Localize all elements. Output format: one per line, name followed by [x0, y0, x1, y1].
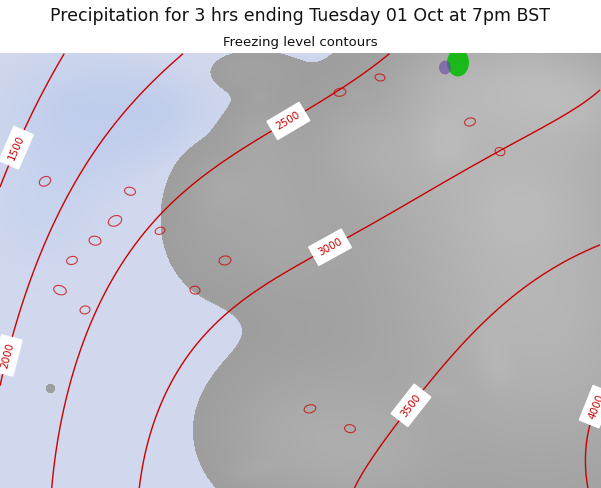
Text: 2000: 2000 [0, 342, 16, 369]
Text: Precipitation for 3 hrs ending Tuesday 01 Oct at 7pm BST: Precipitation for 3 hrs ending Tuesday 0… [50, 7, 551, 25]
Text: 2500: 2500 [275, 110, 302, 132]
Ellipse shape [439, 61, 451, 75]
Text: 1500: 1500 [7, 134, 26, 162]
Text: 4000: 4000 [587, 393, 601, 421]
Ellipse shape [447, 49, 469, 77]
Text: Freezing level contours: Freezing level contours [223, 36, 378, 49]
Text: 3000: 3000 [316, 237, 344, 258]
Text: 3500: 3500 [399, 392, 423, 419]
